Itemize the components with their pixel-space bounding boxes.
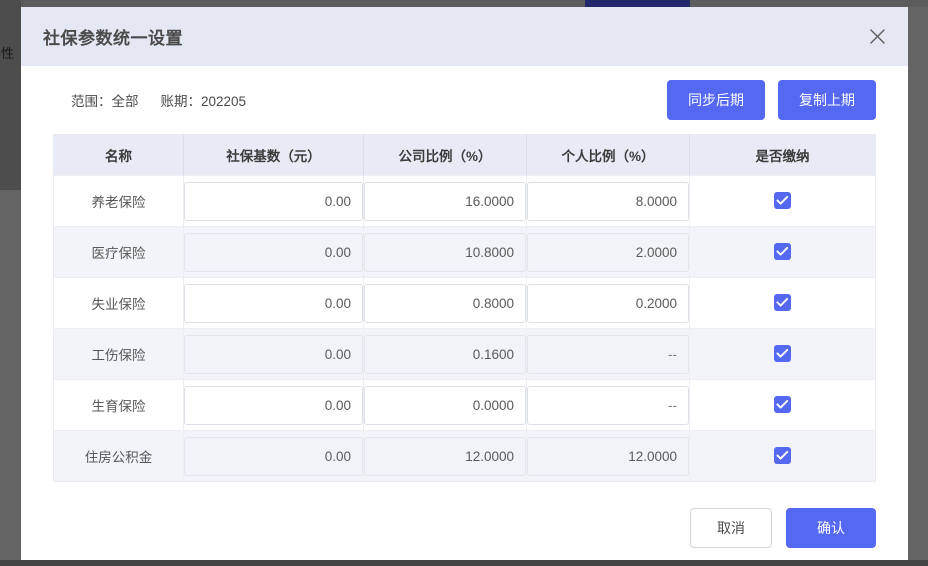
paid-checkbox[interactable] [774, 345, 791, 363]
table-header: 名称 社保基数（元） 公司比例（%） 个人比例（%） 是否缴纳 [53, 134, 876, 176]
cell-company-rate [363, 328, 527, 380]
cell-company-rate [363, 175, 527, 227]
dialog-header: 社保参数统一设置 [21, 7, 908, 66]
table-header-row: 名称 社保基数（元） 公司比例（%） 个人比例（%） 是否缴纳 [53, 134, 876, 176]
cell-base-input[interactable] [184, 181, 363, 221]
cell-personal-rate [526, 328, 690, 380]
cell-company-rate-input[interactable] [364, 283, 526, 323]
cell-personal-rate [526, 175, 690, 227]
social-insurance-parameters-table: 名称 社保基数（元） 公司比例（%） 个人比例（%） 是否缴纳 养老保险医疗保险… [53, 134, 876, 482]
confirm-button[interactable]: 确认 [786, 508, 876, 548]
cell-company-rate [363, 379, 527, 431]
cell-company-rate-input[interactable] [364, 181, 526, 221]
cell-base-input[interactable] [184, 283, 363, 323]
column-header-personal-rate: 个人比例（%） [526, 134, 690, 176]
backdrop-navy-tab [585, 0, 690, 7]
cell-personal-rate-input[interactable] [527, 436, 689, 476]
paid-checkbox[interactable] [774, 447, 791, 465]
cell-personal-rate [526, 430, 690, 482]
dialog-footer: 取消 确认 [21, 482, 908, 548]
cell-insurance-name: 住房公积金 [53, 430, 184, 482]
backdrop-left-panel [0, 0, 21, 190]
column-header-company-rate: 公司比例（%） [363, 134, 527, 176]
scope-label: 范围：全部 [71, 94, 139, 109]
cell-company-rate [363, 277, 527, 329]
table-row: 住房公积金 [53, 430, 876, 482]
cell-personal-rate-input[interactable] [527, 181, 689, 221]
sync-future-periods-button[interactable]: 同步后期 [667, 80, 765, 120]
toolbar-actions: 同步后期 复制上期 [667, 80, 876, 120]
cell-base [183, 277, 364, 329]
cell-paid [689, 226, 876, 278]
cell-paid [689, 430, 876, 482]
column-header-base: 社保基数（元） [183, 134, 364, 176]
backdrop-bottom-strip [0, 560, 928, 566]
cell-personal-rate [526, 226, 690, 278]
cell-company-rate-input[interactable] [364, 334, 526, 374]
table-row: 养老保险 [53, 175, 876, 227]
cell-insurance-name: 工伤保险 [53, 328, 184, 380]
backdrop-partial-text: 性 [1, 46, 15, 61]
cell-insurance-name: 生育保险 [53, 379, 184, 431]
paid-checkbox[interactable] [774, 192, 791, 210]
cell-personal-rate [526, 379, 690, 431]
dialog-title: 社保参数统一设置 [43, 29, 183, 48]
cell-paid [689, 175, 876, 227]
cell-personal-rate [526, 277, 690, 329]
social-insurance-settings-dialog: 社保参数统一设置 范围：全部 账期：202205 同步后期 复制上期 [21, 7, 908, 560]
cell-paid [689, 277, 876, 329]
copy-previous-period-button[interactable]: 复制上期 [778, 80, 876, 120]
close-icon[interactable] [864, 24, 890, 50]
cell-company-rate [363, 430, 527, 482]
table-row: 工伤保险 [53, 328, 876, 380]
cell-company-rate-input[interactable] [364, 232, 526, 272]
cell-base [183, 226, 364, 278]
cell-personal-rate-input[interactable] [527, 232, 689, 272]
table-row: 医疗保险 [53, 226, 876, 278]
cell-base [183, 379, 364, 431]
cell-base [183, 430, 364, 482]
cell-personal-rate-input[interactable] [527, 385, 689, 425]
paid-checkbox[interactable] [774, 294, 791, 312]
table-row: 生育保险 [53, 379, 876, 431]
cell-insurance-name: 医疗保险 [53, 226, 184, 278]
table-body: 养老保险医疗保险失业保险工伤保险生育保险住房公积金 [53, 175, 876, 482]
period-label: 账期：202205 [160, 94, 247, 109]
cell-base [183, 328, 364, 380]
cell-paid [689, 379, 876, 431]
toolbar: 范围：全部 账期：202205 同步后期 复制上期 [53, 66, 876, 134]
paid-checkbox[interactable] [774, 396, 791, 414]
cell-base-input[interactable] [184, 385, 363, 425]
cell-personal-rate-input[interactable] [527, 334, 689, 374]
cell-personal-rate-input[interactable] [527, 283, 689, 323]
cell-base-input[interactable] [184, 334, 363, 374]
column-header-name: 名称 [53, 134, 184, 176]
cell-base-input[interactable] [184, 436, 363, 476]
cell-base [183, 175, 364, 227]
cell-paid [689, 328, 876, 380]
cancel-button[interactable]: 取消 [690, 508, 772, 548]
cell-base-input[interactable] [184, 232, 363, 272]
paid-checkbox[interactable] [774, 243, 791, 261]
cell-insurance-name: 养老保险 [53, 175, 184, 227]
table-row: 失业保险 [53, 277, 876, 329]
dialog-body: 范围：全部 账期：202205 同步后期 复制上期 名称 社保基数（元） [21, 66, 908, 482]
cell-company-rate [363, 226, 527, 278]
cell-company-rate-input[interactable] [364, 436, 526, 476]
column-header-paid: 是否缴纳 [689, 134, 876, 176]
cell-insurance-name: 失业保险 [53, 277, 184, 329]
scope-summary: 范围：全部 账期：202205 [53, 90, 246, 110]
cell-company-rate-input[interactable] [364, 385, 526, 425]
backdrop-top-strip [0, 0, 928, 7]
